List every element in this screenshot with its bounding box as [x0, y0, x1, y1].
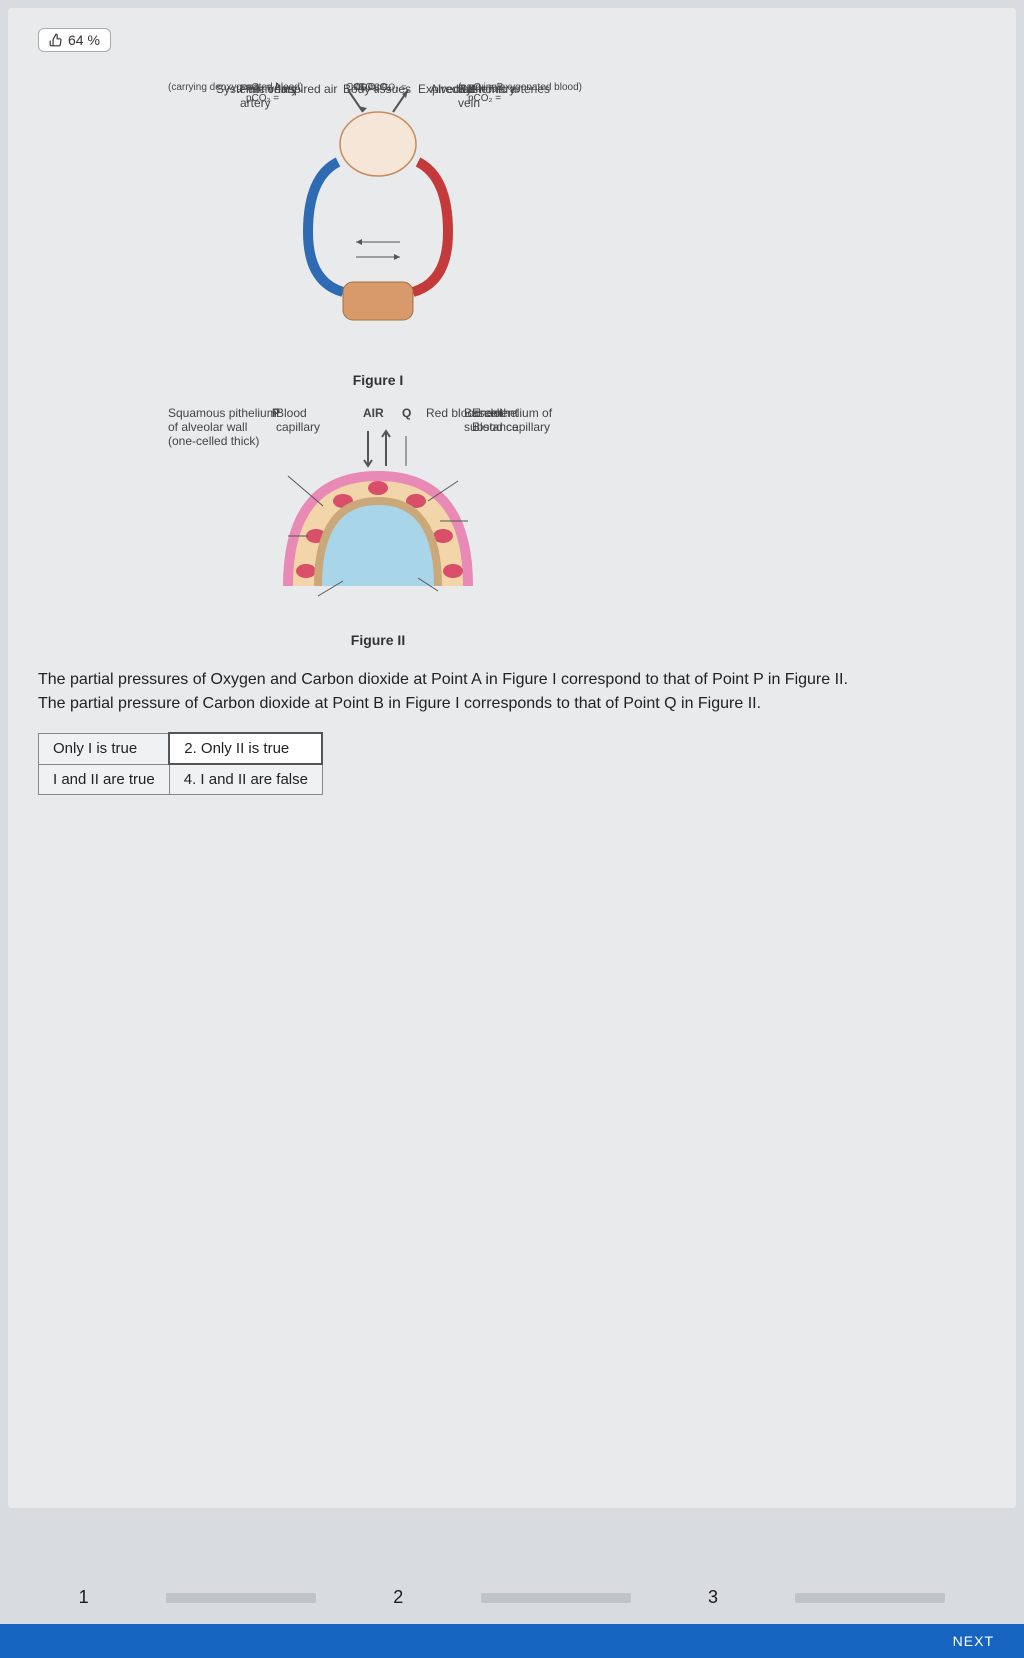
nav-3[interactable]: 3 [708, 1587, 718, 1608]
nav-1[interactable]: 1 [79, 1587, 89, 1608]
figure-1-caption: Figure I [78, 372, 678, 388]
footer-bar: NEXT [0, 1624, 1024, 1658]
figure-2: AIR Q P Squamous pithelium of alveolar w… [168, 406, 588, 626]
question-line-1: The partial pressures of Oxygen and Carb… [38, 668, 986, 692]
next-button[interactable]: NEXT [953, 1633, 994, 1649]
nav-segment-2 [481, 1593, 631, 1603]
options-table: Only I is true 2. Only II is true I and … [38, 732, 323, 795]
nav-segment-3 [795, 1593, 945, 1603]
question-line-2: The partial pressure of Carbon dioxide a… [38, 692, 986, 716]
like-badge[interactable]: 64 % [38, 28, 111, 52]
label-body-tissues: Body tissues [343, 82, 411, 96]
figure-1-svg [168, 82, 588, 362]
like-percent: 64 % [68, 32, 100, 48]
option-3[interactable]: I and II are true [39, 764, 170, 795]
label-blood-capillary: Blood capillary [276, 406, 320, 434]
option-1[interactable]: Only I is true [39, 733, 170, 764]
label-deoxy-note: (carrying deoxygenated blood) [168, 82, 303, 93]
option-2[interactable]: 2. Only II is true [169, 733, 322, 764]
label-squamous: Squamous pithelium of alveolar wall (one… [168, 406, 277, 448]
bottom-nav: 1 2 3 [0, 1587, 1024, 1608]
label-left-gas: pO₂ = A pCO₂ = [246, 82, 281, 104]
label-air: AIR [363, 406, 384, 420]
option-4[interactable]: 4. I and II are false [169, 764, 322, 795]
nav-segment-1 [166, 1593, 316, 1603]
label-right-gas: pO₂ = B pCO₂ = [468, 82, 503, 104]
figure-1: Inspired air Expired air Alveolus pO₂ = … [168, 82, 588, 362]
figure-2-caption: Figure II [78, 632, 678, 648]
nav-2[interactable]: 2 [393, 1587, 403, 1608]
label-q: Q [402, 406, 411, 420]
thumbs-up-icon [49, 33, 63, 47]
label-rbc: Red blood cell [426, 406, 502, 420]
question-text: The partial pressures of Oxygen and Carb… [38, 668, 986, 716]
